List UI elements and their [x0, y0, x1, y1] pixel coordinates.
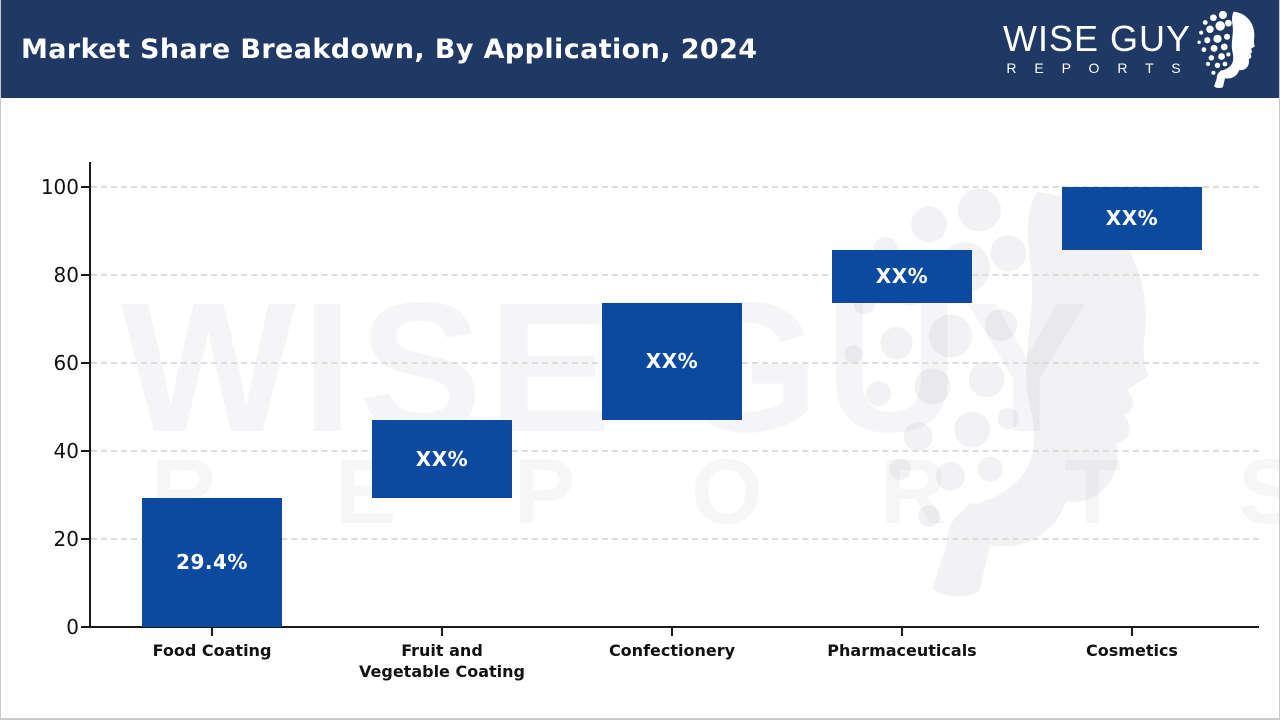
x-axis-tick	[1131, 628, 1133, 636]
x-axis-category-label: Food Coating	[152, 641, 272, 660]
bar-value-label: XX%	[875, 264, 929, 289]
y-gridline	[91, 274, 1259, 276]
x-axis-category-label: Cosmetics	[1086, 641, 1178, 660]
waterfall-bar-segment: XX%	[832, 249, 972, 303]
x-axis-tick	[211, 628, 213, 636]
x-axis-category-label: Confectionery	[608, 641, 736, 660]
header: Market Share Breakdown, By Application, …	[1, 0, 1279, 98]
page-title: Market Share Breakdown, By Application, …	[21, 33, 758, 65]
x-axis-category-label: Pharmaceuticals	[827, 641, 977, 660]
y-axis-tick-label: 0	[66, 615, 79, 639]
logo-subtitle: R E P O R T S	[1006, 60, 1188, 76]
y-axis-tick	[81, 538, 89, 540]
y-axis-tick	[81, 626, 89, 628]
waterfall-bar-segment: XX%	[602, 302, 742, 420]
y-axis-tick-label: 60	[53, 351, 79, 375]
x-axis-category-label: Fruit and Vegetable Coating	[359, 641, 525, 681]
y-axis-tick	[81, 362, 89, 364]
y-gridline	[91, 186, 1259, 188]
y-axis-tick	[81, 186, 89, 188]
waterfall-bar-segment: XX%	[1062, 187, 1202, 250]
bar-value-label: XX%	[415, 446, 469, 471]
y-axis-line	[89, 162, 91, 628]
x-axis-line	[89, 626, 1259, 628]
y-axis-tick	[81, 274, 89, 276]
y-axis-tick	[81, 450, 89, 452]
y-axis-tick-label: 100	[40, 175, 79, 199]
waterfall-bar-segment: XX%	[372, 419, 512, 498]
x-axis-tick	[901, 628, 903, 636]
wiseguy-head-icon	[1197, 10, 1255, 89]
bar-value-label: XX%	[645, 349, 699, 374]
waterfall-bar-segment: 29.4%	[142, 497, 282, 627]
y-axis-tick-label: 20	[53, 527, 79, 551]
x-axis-tick	[441, 628, 443, 636]
bar-value-label: 29.4%	[176, 550, 248, 575]
brand-logo: WISE GUY R E P O R T S	[1003, 8, 1261, 90]
y-axis-tick-label: 40	[53, 439, 79, 463]
bar-value-label: XX%	[1105, 206, 1159, 231]
x-axis-tick	[671, 628, 673, 636]
y-axis-tick-label: 80	[53, 263, 79, 287]
y-gridline	[91, 450, 1259, 452]
logo-wordmark: WISE GUY	[1002, 18, 1191, 59]
y-gridline	[91, 538, 1259, 540]
